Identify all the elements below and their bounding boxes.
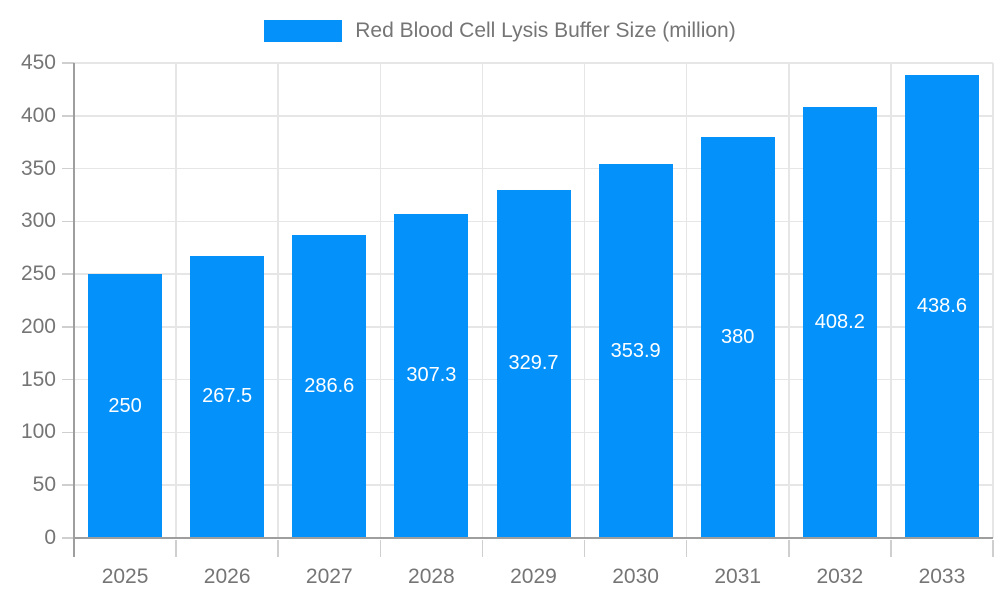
bar-value-label: 380	[721, 325, 755, 348]
y-axis-tick-label: 100	[20, 420, 56, 444]
v-gridline	[379, 63, 382, 538]
y-axis-tick-label: 450	[20, 51, 56, 74]
bar[interactable]: 329.7	[496, 189, 571, 538]
h-gridline	[74, 167, 993, 170]
bar[interactable]: 438.6	[904, 75, 979, 538]
y-axis-tick-label: 0	[44, 526, 56, 549]
y-axis-line	[73, 63, 75, 557]
v-gridline	[992, 63, 994, 538]
y-axis-tick	[62, 115, 74, 117]
v-gridline	[277, 63, 279, 538]
v-gridline	[583, 63, 586, 538]
bar-value-label: 286.6	[304, 375, 355, 398]
y-axis-tick	[62, 326, 74, 328]
y-axis-tick-label: 250	[20, 262, 56, 286]
h-gridline	[74, 115, 993, 117]
legend-bar: Red Blood Cell Lysis Buffer Size (millio…	[0, 16, 1000, 46]
bar-value-label: 267.5	[202, 385, 253, 408]
bar-value-label: 329.7	[508, 352, 559, 375]
y-axis-tick-label: 400	[20, 103, 56, 127]
x-axis-tick-label: 2032	[816, 565, 864, 588]
bar[interactable]: 408.2	[802, 107, 877, 538]
y-axis-tick-label: 50	[32, 473, 56, 497]
y-axis-tick	[62, 220, 74, 223]
bar[interactable]: 250	[88, 274, 163, 538]
v-gridline	[890, 63, 892, 538]
y-axis-tick	[62, 62, 74, 64]
bar-value-label: 307.3	[406, 364, 457, 387]
legend-item[interactable]: Red Blood Cell Lysis Buffer Size (millio…	[264, 19, 736, 43]
y-axis-tick	[62, 378, 74, 381]
y-axis-tick-label: 350	[20, 156, 56, 180]
v-gridline	[175, 63, 177, 538]
y-axis-tick	[62, 273, 74, 275]
x-axis-tick-label: 2028	[408, 565, 455, 588]
bar-value-label: 408.2	[814, 311, 865, 334]
x-axis-tick	[992, 540, 994, 557]
x-axis-tick	[481, 540, 484, 557]
y-axis-tick	[62, 431, 74, 434]
y-axis-tick	[62, 484, 74, 486]
y-axis-tick	[62, 537, 74, 539]
x-axis-tick	[175, 540, 177, 557]
x-axis-tick	[890, 540, 892, 557]
x-axis-tick	[583, 540, 586, 557]
bar[interactable]: 267.5	[190, 255, 265, 538]
h-gridline	[74, 62, 993, 64]
x-axis-tick-label: 2026	[203, 565, 251, 588]
y-axis-tick-label: 150	[20, 367, 56, 391]
bar[interactable]: 380	[700, 136, 775, 538]
bar-value-label: 438.6	[916, 295, 967, 317]
legend-swatch	[264, 20, 343, 42]
x-axis-tick	[379, 540, 382, 557]
x-axis-tick-label: 2031	[714, 565, 762, 588]
x-axis-line	[74, 537, 993, 539]
y-axis-tick	[62, 167, 74, 170]
y-axis-tick-label: 300	[20, 209, 56, 233]
legend-label: Red Blood Cell Lysis Buffer Size (millio…	[355, 19, 736, 42]
x-axis-tick-label: 2027	[305, 565, 353, 588]
x-axis-tick	[685, 540, 688, 557]
bar[interactable]: 286.6	[292, 235, 367, 538]
x-axis-tick-label: 2029	[510, 565, 557, 588]
bar-value-label: 250	[108, 394, 142, 417]
bar[interactable]: 307.3	[394, 213, 469, 538]
v-gridline	[481, 63, 484, 538]
bar[interactable]: 353.9	[598, 164, 673, 538]
y-axis-tick-label: 200	[20, 314, 56, 338]
x-axis-tick	[277, 540, 279, 557]
bar-value-label: 353.9	[610, 339, 661, 362]
x-axis-tick	[788, 540, 790, 557]
x-axis-tick-label: 2033	[918, 565, 966, 588]
x-axis-tick-label: 2030	[612, 565, 659, 588]
v-gridline	[788, 63, 790, 538]
v-gridline	[685, 63, 688, 538]
x-axis-tick-label: 2025	[101, 565, 149, 588]
